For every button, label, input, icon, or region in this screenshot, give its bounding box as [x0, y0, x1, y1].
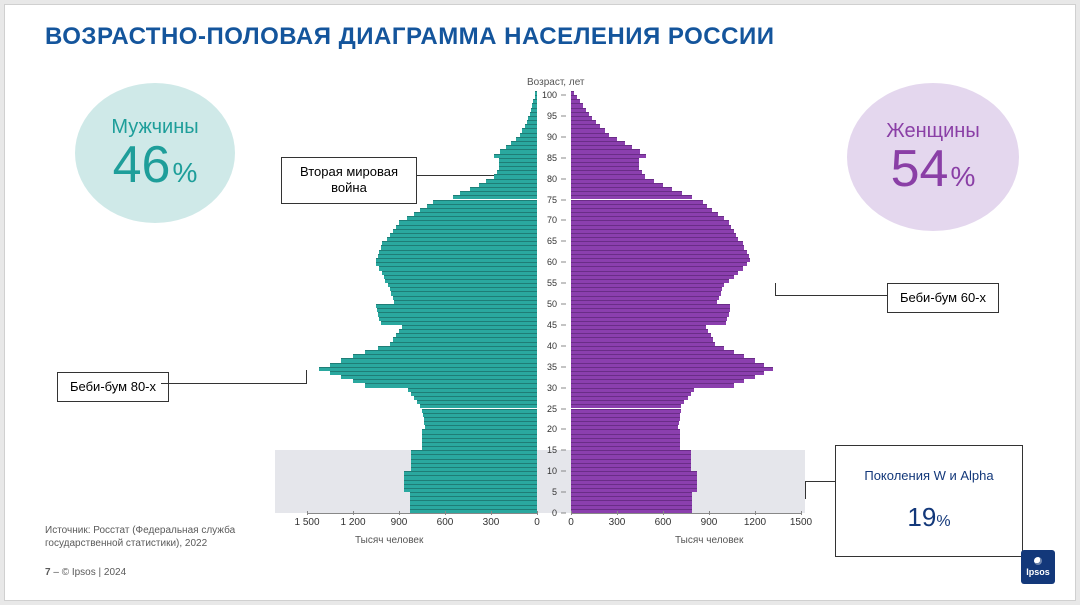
callout-generation-value: 19% — [848, 501, 1010, 534]
callout-generation-label: Поколения W и Alpha — [848, 468, 1010, 484]
callout-generation: Поколения W и Alpha 19% — [835, 445, 1023, 557]
population-pyramid-chart: Возраст, лет 051015202530354045505560657… — [275, 87, 805, 537]
y-axis: 0510152025303540455055606570758085909510… — [537, 95, 557, 513]
leader-gen-v — [805, 481, 806, 499]
x-axis-label-male: Тысяч человек — [355, 535, 423, 546]
female-value: 54% — [891, 143, 976, 195]
page-title: ВОЗРАСТНО-ПОЛОВАЯ ДИАГРАММА НАСЕЛЕНИЯ РО… — [45, 23, 774, 51]
callout-boom80: Беби-бум 80-х — [57, 372, 169, 402]
bars-male — [307, 95, 537, 513]
x-axis-label-female: Тысяч человек — [675, 535, 743, 546]
male-value: 46% — [113, 139, 198, 191]
female-percent-bubble: Женщины 54% — [847, 83, 1019, 231]
bars-female — [571, 95, 801, 513]
callout-boom60: Беби-бум 60-х — [887, 283, 999, 313]
source-text: Источник: Росстат (Федеральная служба го… — [45, 524, 245, 550]
footer: 7 – © Ipsos | 2024 — [45, 567, 126, 578]
y-axis-title: Возраст, лет — [527, 77, 585, 88]
x-axis-line-male — [307, 513, 537, 514]
male-percent-bubble: Мужчины 46% — [75, 83, 235, 223]
x-axis-line-female — [571, 513, 801, 514]
leader-gen-h — [805, 481, 835, 482]
slide: ВОЗРАСТНО-ПОЛОВАЯ ДИАГРАММА НАСЕЛЕНИЯ РО… — [4, 4, 1076, 601]
logo-dot-icon — [1034, 557, 1042, 565]
ipsos-logo: Ipsos — [1021, 550, 1055, 584]
